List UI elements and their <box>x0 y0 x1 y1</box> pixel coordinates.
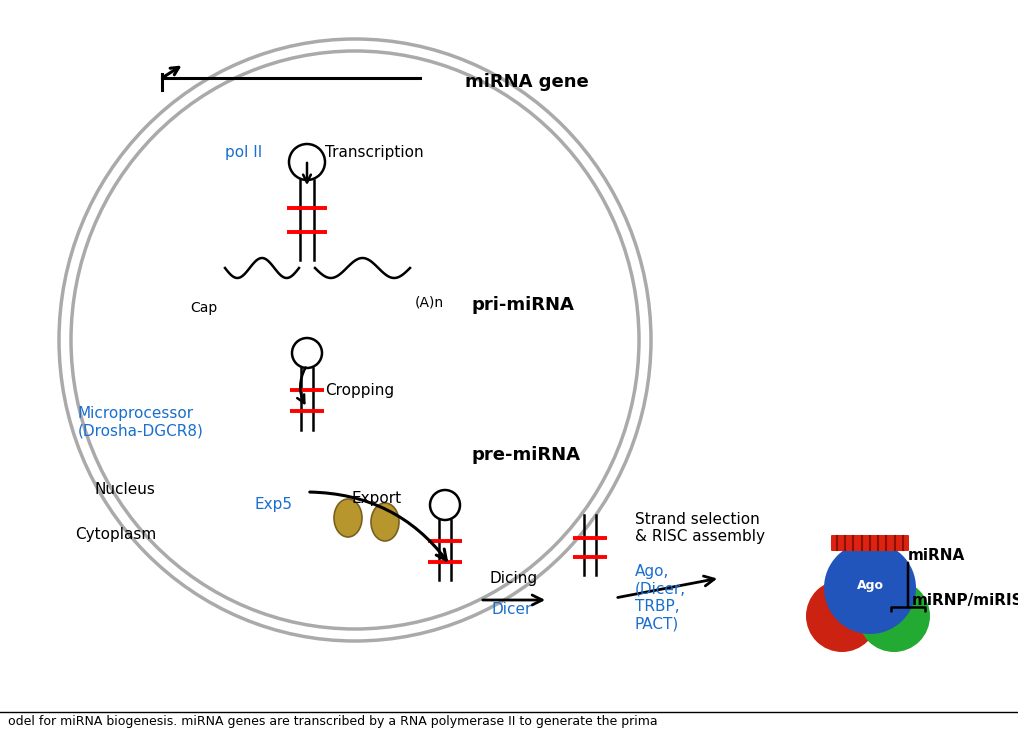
Text: Dicing: Dicing <box>490 571 539 585</box>
Text: pre-miRNA: pre-miRNA <box>472 446 581 464</box>
Text: Cap: Cap <box>190 301 218 315</box>
Text: Transcription: Transcription <box>325 144 423 160</box>
Text: pol II: pol II <box>225 144 263 160</box>
Text: pri-miRNA: pri-miRNA <box>472 296 575 314</box>
Text: Cropping: Cropping <box>325 383 394 397</box>
Text: miRNA gene: miRNA gene <box>465 73 588 91</box>
Text: Cytoplasm: Cytoplasm <box>75 528 156 542</box>
Text: miRNA: miRNA <box>908 548 965 562</box>
Circle shape <box>858 580 930 652</box>
Text: Export: Export <box>352 491 402 505</box>
FancyBboxPatch shape <box>831 535 909 551</box>
Text: miRNP/miRISC: miRNP/miRISC <box>912 593 1018 608</box>
Circle shape <box>806 580 878 652</box>
Ellipse shape <box>371 503 399 541</box>
Text: (A)n: (A)n <box>415 295 444 309</box>
Ellipse shape <box>334 499 362 537</box>
Text: Ago,
(Dicer,
TRBP,
PACT): Ago, (Dicer, TRBP, PACT) <box>635 565 686 632</box>
Text: Nucleus: Nucleus <box>95 482 156 497</box>
Text: Dicer: Dicer <box>492 602 532 617</box>
Text: Microprocessor
(Drosha-DGCR8): Microprocessor (Drosha-DGCR8) <box>78 406 204 438</box>
Text: odel for miRNA biogenesis. miRNA genes are transcribed by a RNA polymerase II to: odel for miRNA biogenesis. miRNA genes a… <box>8 716 658 728</box>
Text: Ago: Ago <box>856 579 884 591</box>
Text: Strand selection
& RISC assembly: Strand selection & RISC assembly <box>635 512 765 544</box>
Text: Exp5: Exp5 <box>254 497 293 513</box>
Circle shape <box>824 542 916 634</box>
